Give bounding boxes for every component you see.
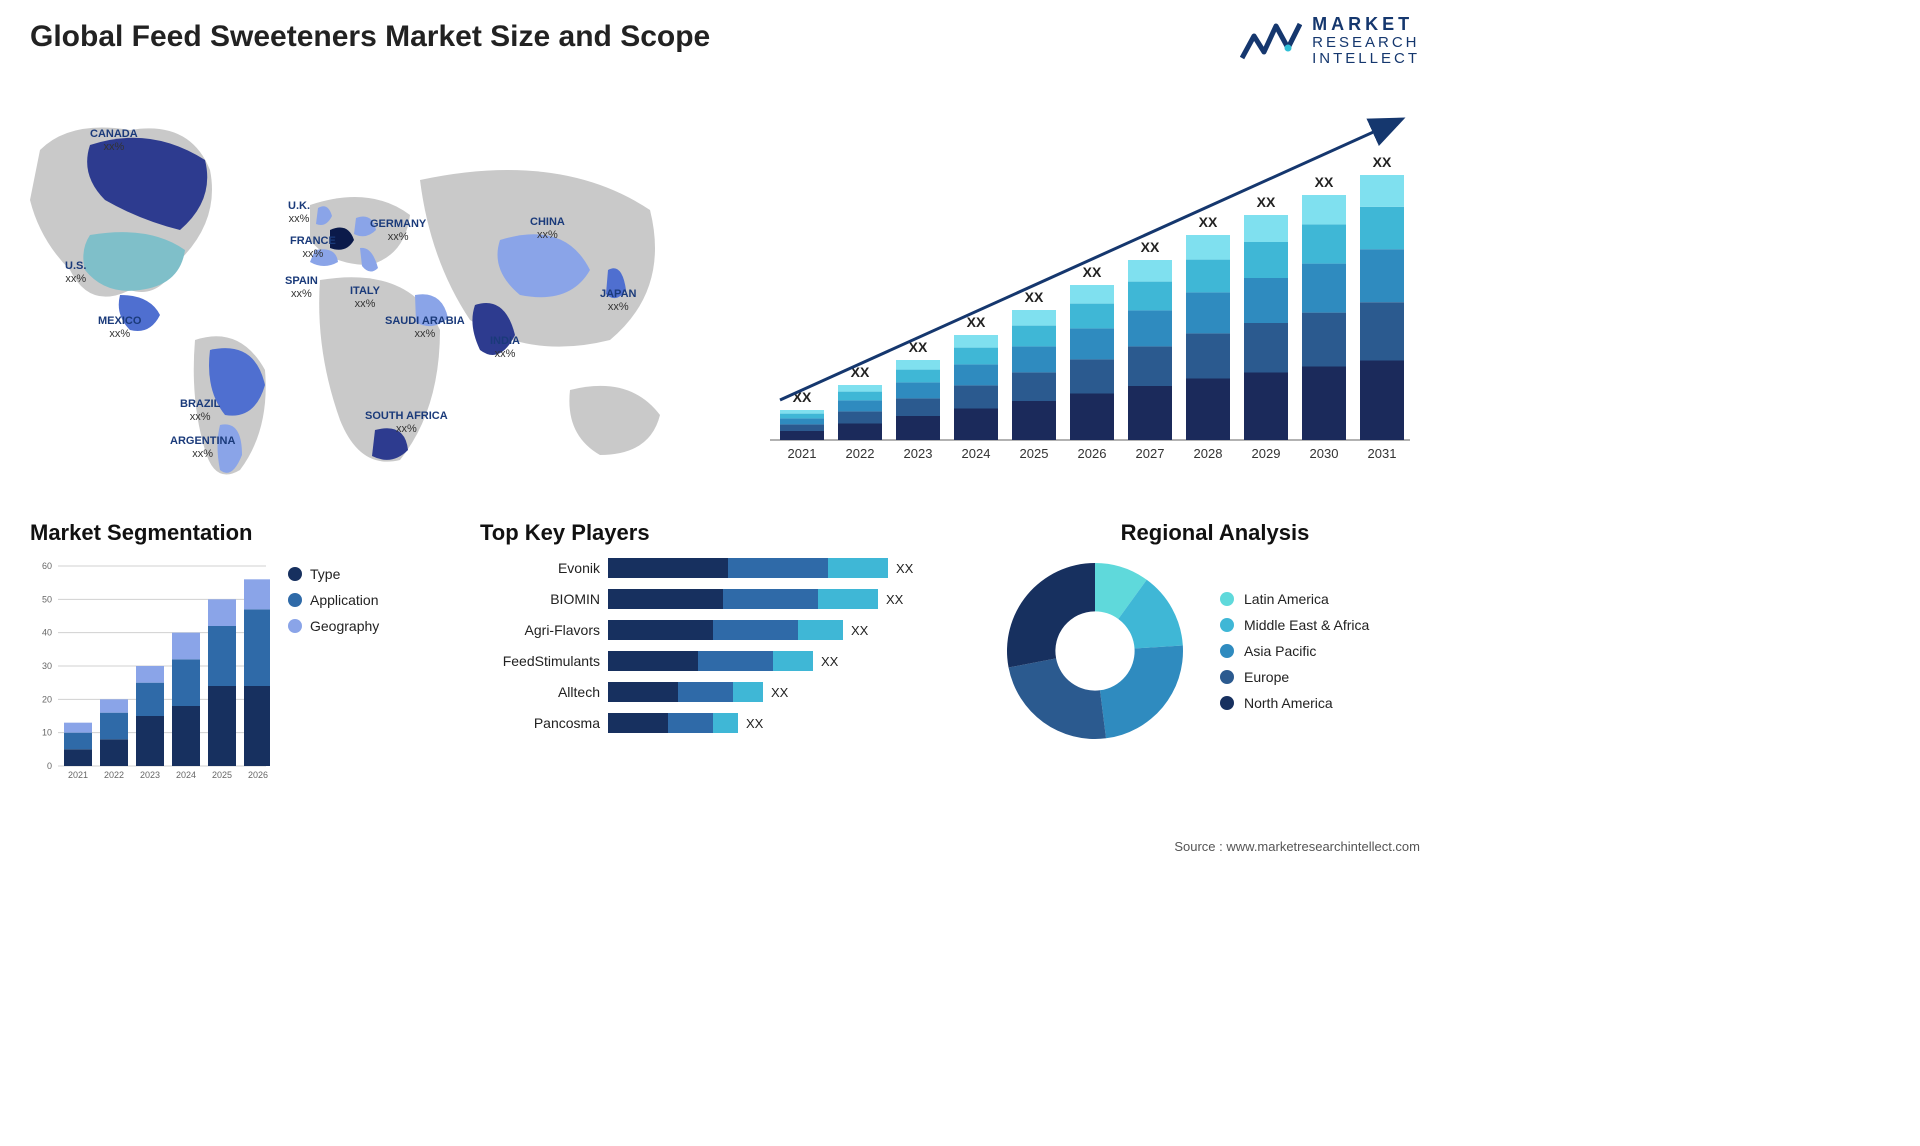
svg-text:2028: 2028	[1194, 446, 1223, 461]
country-label: SAUDI ARABIAxx%	[385, 315, 465, 341]
country-label: INDIAxx%	[490, 335, 520, 361]
country-label: CANADAxx%	[90, 128, 138, 154]
svg-text:20: 20	[42, 694, 52, 704]
logo-text-2: RESEARCH	[1312, 35, 1420, 52]
player-row: PancosmaXX	[480, 711, 960, 735]
svg-text:50: 50	[42, 594, 52, 604]
region-legend-item: Asia Pacific	[1220, 643, 1369, 659]
svg-text:2030: 2030	[1310, 446, 1339, 461]
svg-text:XX: XX	[1315, 174, 1334, 190]
svg-text:2021: 2021	[788, 446, 817, 461]
country-label: GERMANYxx%	[370, 218, 426, 244]
country-label: ARGENTINAxx%	[170, 435, 235, 461]
svg-text:2021: 2021	[68, 770, 88, 780]
svg-text:XX: XX	[1025, 289, 1044, 305]
svg-text:XX: XX	[1141, 239, 1160, 255]
svg-text:2022: 2022	[846, 446, 875, 461]
player-row: FeedStimulantsXX	[480, 649, 960, 673]
svg-text:XX: XX	[967, 314, 986, 330]
country-label: JAPANxx%	[600, 288, 636, 314]
region-legend-item: Europe	[1220, 669, 1369, 685]
keyplayers-title: Top Key Players	[480, 520, 960, 546]
region-legend-item: North America	[1220, 695, 1369, 711]
svg-text:XX: XX	[1083, 264, 1102, 280]
svg-text:2026: 2026	[1078, 446, 1107, 461]
svg-text:2025: 2025	[1020, 446, 1049, 461]
top-key-players: Top Key Players EvonikXX BIOMINXX Agri-Fla…	[480, 520, 960, 742]
country-label: U.K.xx%	[288, 200, 310, 226]
player-row: BIOMINXX	[480, 587, 960, 611]
svg-text:60: 60	[42, 561, 52, 571]
main-bar-chart: XX 2021 XX 2022 XX 2023 XX 2024 XX 2025 XX 2026 XX 20…	[760, 100, 1420, 470]
country-label: CHINAxx%	[530, 216, 565, 242]
svg-text:XX: XX	[1199, 214, 1218, 230]
svg-text:2023: 2023	[904, 446, 933, 461]
country-label: BRAZILxx%	[180, 398, 220, 424]
svg-text:30: 30	[42, 661, 52, 671]
svg-text:XX: XX	[1373, 154, 1392, 170]
country-label: SPAINxx%	[285, 275, 318, 301]
segmentation-title: Market Segmentation	[30, 520, 450, 546]
country-label: U.S.xx%	[65, 260, 86, 286]
country-label: SOUTH AFRICAxx%	[365, 410, 448, 436]
svg-text:2027: 2027	[1136, 446, 1165, 461]
svg-text:2025: 2025	[212, 770, 232, 780]
regional-title: Regional Analysis	[1000, 520, 1430, 546]
svg-text:2029: 2029	[1252, 446, 1281, 461]
svg-text:2022: 2022	[104, 770, 124, 780]
svg-text:0: 0	[47, 761, 52, 771]
logo-text-1: MARKET	[1312, 15, 1420, 35]
source-attribution: Source : www.marketresearchintellect.com	[1174, 839, 1420, 854]
logo-text-3: INTELLECT	[1312, 51, 1420, 68]
svg-text:2024: 2024	[962, 446, 991, 461]
country-label: FRANCExx%	[290, 235, 336, 261]
legend-item: Type	[288, 566, 379, 582]
svg-text:2023: 2023	[140, 770, 160, 780]
region-legend-item: Middle East & Africa	[1220, 617, 1369, 633]
country-label: ITALYxx%	[350, 285, 380, 311]
svg-text:2031: 2031	[1368, 446, 1397, 461]
page-title: Global Feed Sweeteners Market Size and S…	[30, 20, 710, 54]
svg-text:2024: 2024	[176, 770, 196, 780]
country-label: MEXICOxx%	[98, 315, 141, 341]
player-row: AlltechXX	[480, 680, 960, 704]
svg-text:2026: 2026	[248, 770, 268, 780]
legend-item: Application	[288, 592, 379, 608]
logo: MARKET RESEARCH INTELLECT	[1240, 15, 1420, 68]
world-map: CANADAxx% U.S.xx% MEXICOxx% BRAZILxx% ARGENT…	[10, 90, 710, 490]
svg-text:10: 10	[42, 728, 52, 738]
legend-item: Geography	[288, 618, 379, 634]
svg-text:40: 40	[42, 628, 52, 638]
player-row: Agri-FlavorsXX	[480, 618, 960, 642]
svg-text:XX: XX	[1257, 194, 1276, 210]
player-row: EvonikXX	[480, 556, 960, 580]
regional-analysis: Regional Analysis Latin America Middle Ea…	[1000, 520, 1430, 746]
region-legend-item: Latin America	[1220, 591, 1369, 607]
logo-mark-icon	[1240, 18, 1302, 64]
market-segmentation: Market Segmentation 0 10 20 30 40 50 60 2021 202…	[30, 520, 450, 786]
